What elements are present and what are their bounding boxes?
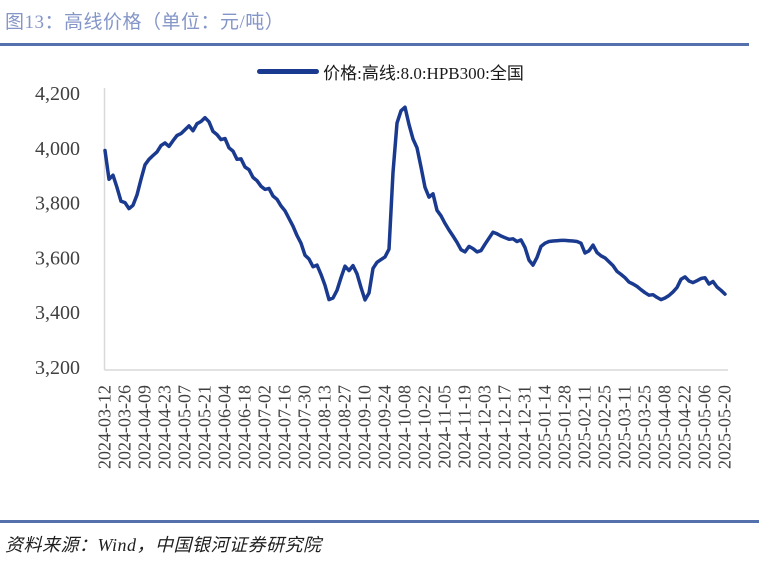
header-rule [0, 43, 749, 46]
x-tick-label: 2025-05-20 [715, 385, 735, 469]
x-tick-label: 2024-06-18 [235, 385, 255, 469]
x-tick-label: 2024-07-30 [295, 385, 315, 469]
x-tick-label: 2024-12-03 [475, 385, 495, 469]
x-tick-label: 2024-05-21 [195, 385, 215, 469]
legend-line-swatch [257, 68, 320, 74]
x-tick-label: 2024-07-02 [255, 385, 275, 469]
legend: 价格:高线:8.0:HPB300:全国 [0, 62, 759, 83]
x-tick-label: 2024-09-10 [355, 385, 375, 469]
x-tick-label: 2024-06-04 [215, 385, 235, 469]
y-tick-label: 3,600 [35, 247, 80, 269]
figure-title: 图13：高线价格（单位：元/吨） [5, 12, 285, 33]
source-note: 资料来源：Wind，中国银河证券研究院 [5, 535, 322, 555]
x-tick-label: 2025-02-25 [595, 385, 615, 469]
y-tick-label: 3,200 [35, 357, 80, 379]
x-tick-label: 2024-03-26 [115, 385, 135, 469]
x-tick-label: 2024-08-13 [315, 385, 335, 469]
x-tick-label: 2024-12-31 [515, 385, 535, 469]
y-tick-label: 3,800 [35, 193, 80, 215]
x-tick-label: 2025-01-28 [555, 385, 575, 469]
x-tick-label: 2025-02-11 [575, 385, 595, 468]
y-tick-label: 3,400 [35, 302, 80, 324]
x-tick-label: 2024-04-09 [135, 385, 155, 469]
x-tick-label: 2024-12-17 [495, 385, 515, 469]
y-tick-label: 4,000 [35, 138, 80, 160]
x-tick-label: 2024-03-12 [95, 385, 115, 469]
x-tick-label: 2025-04-22 [675, 385, 695, 469]
x-tick-label: 2025-01-14 [535, 385, 555, 469]
price-series-line [103, 105, 727, 302]
x-tick-label: 2024-05-07 [175, 385, 195, 469]
x-tick-label: 2024-04-23 [155, 385, 175, 469]
x-tick-label: 2025-03-11 [615, 385, 635, 468]
x-tick-label: 2024-08-27 [335, 385, 355, 469]
x-tick-label: 2024-09-24 [375, 385, 395, 469]
x-tick-label: 2024-07-16 [275, 385, 295, 469]
x-tick-label: 2024-10-22 [415, 385, 435, 469]
x-tick-label: 2024-11-05 [435, 385, 455, 468]
x-tick-label: 2025-05-06 [695, 385, 715, 469]
x-tick-label: 2025-03-25 [635, 385, 655, 469]
x-tick-label: 2024-10-08 [395, 385, 415, 469]
footer-rule [0, 520, 759, 523]
legend-label: 价格:高线:8.0:HPB300:全国 [323, 63, 524, 83]
x-tick-label: 2025-04-08 [655, 385, 675, 469]
y-tick-label: 4,200 [35, 83, 80, 105]
x-tick-label: 2024-11-19 [455, 385, 475, 468]
